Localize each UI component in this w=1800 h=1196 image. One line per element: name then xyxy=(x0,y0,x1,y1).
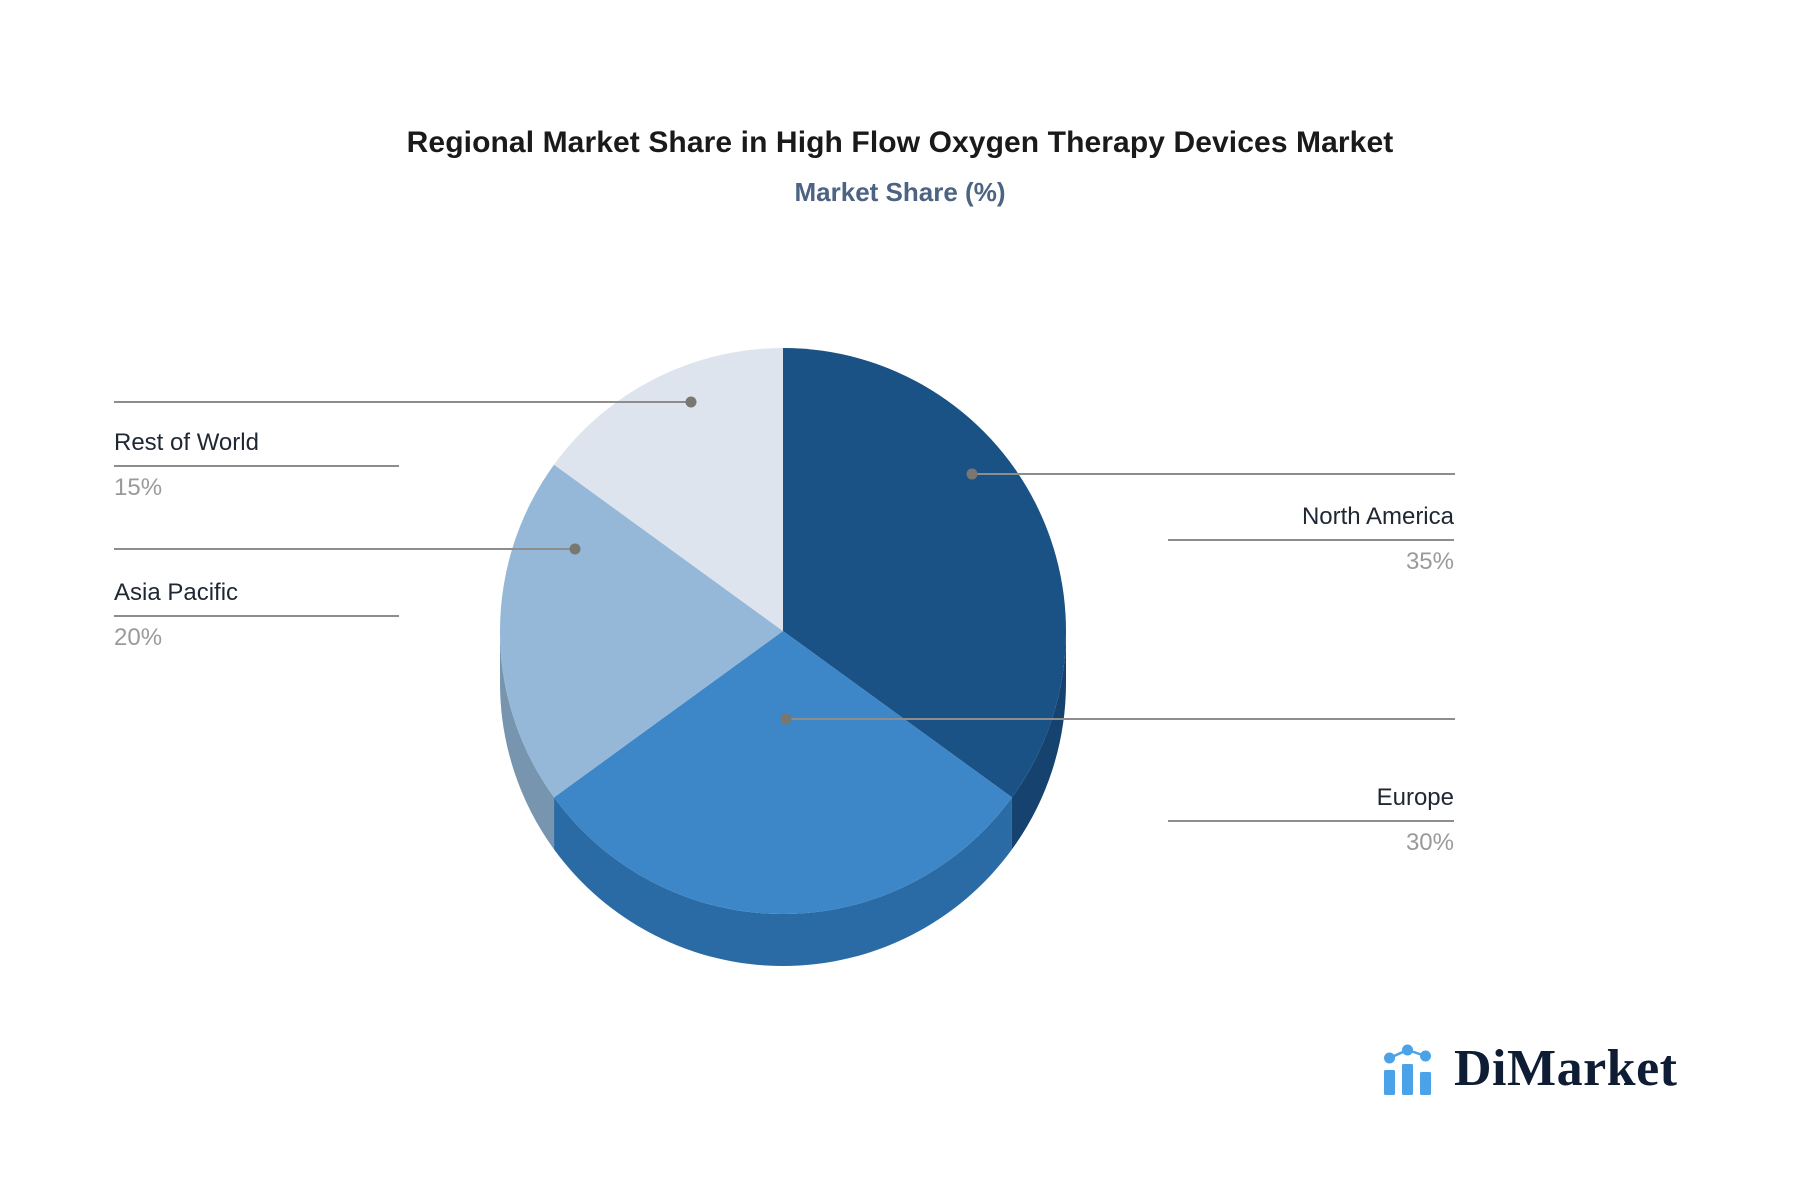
pie-slice-europe[interactable] xyxy=(554,631,1012,914)
callout-rule xyxy=(114,615,399,617)
slice-label-asia-pacific: Asia Pacific xyxy=(114,579,239,606)
callout-rule xyxy=(114,465,399,467)
slice-value-north-america: 35% xyxy=(1405,548,1454,575)
chart-title: Regional Market Share in High Flow Oxyge… xyxy=(406,126,1394,159)
pie-slice-side-europe xyxy=(554,797,1012,966)
leader-dot-asia-pacific xyxy=(569,543,581,555)
dimarket-logo: DiMarket xyxy=(1382,1042,1677,1096)
leader-dot-north-america xyxy=(966,468,978,480)
leader-dot-europe xyxy=(780,713,792,725)
title-block: Regional Market Share in High Flow Oxyge… xyxy=(0,125,1800,208)
slice-callout-asia-pacific[interactable]: Asia Pacific 20% xyxy=(114,578,399,653)
pie-slice-side-asia-pacific xyxy=(500,631,555,850)
slice-callout-rest-of-world[interactable]: Rest of World 15% xyxy=(114,428,399,503)
callout-rule xyxy=(1168,820,1454,822)
pie-slice-north-america[interactable] xyxy=(783,348,1066,798)
chart-subtitle: Market Share (%) xyxy=(794,177,1006,207)
pie-slice-side-north-america xyxy=(1011,631,1066,850)
pie-slice-asia-pacific[interactable] xyxy=(500,464,783,798)
slice-callout-europe[interactable]: Europe 30% xyxy=(1168,783,1454,858)
bar-chart-logo-icon xyxy=(1384,1044,1431,1095)
slice-value-asia-pacific: 20% xyxy=(114,624,163,651)
slice-callout-north-america[interactable]: North America 35% xyxy=(1168,502,1454,577)
slice-label-europe: Europe xyxy=(1376,784,1454,811)
slice-label-north-america: North America xyxy=(1301,503,1454,530)
dimarket-logo-text: DiMarket xyxy=(1454,1040,1678,1097)
slice-label-rest-of-world: Rest of World xyxy=(114,429,259,456)
leader-dot-rest-of-world xyxy=(685,396,697,408)
pie-slice-rest-of-world[interactable] xyxy=(554,348,783,631)
slice-value-rest-of-world: 15% xyxy=(114,474,163,501)
callout-rule xyxy=(1168,539,1454,541)
slice-value-europe: 30% xyxy=(1405,829,1454,856)
